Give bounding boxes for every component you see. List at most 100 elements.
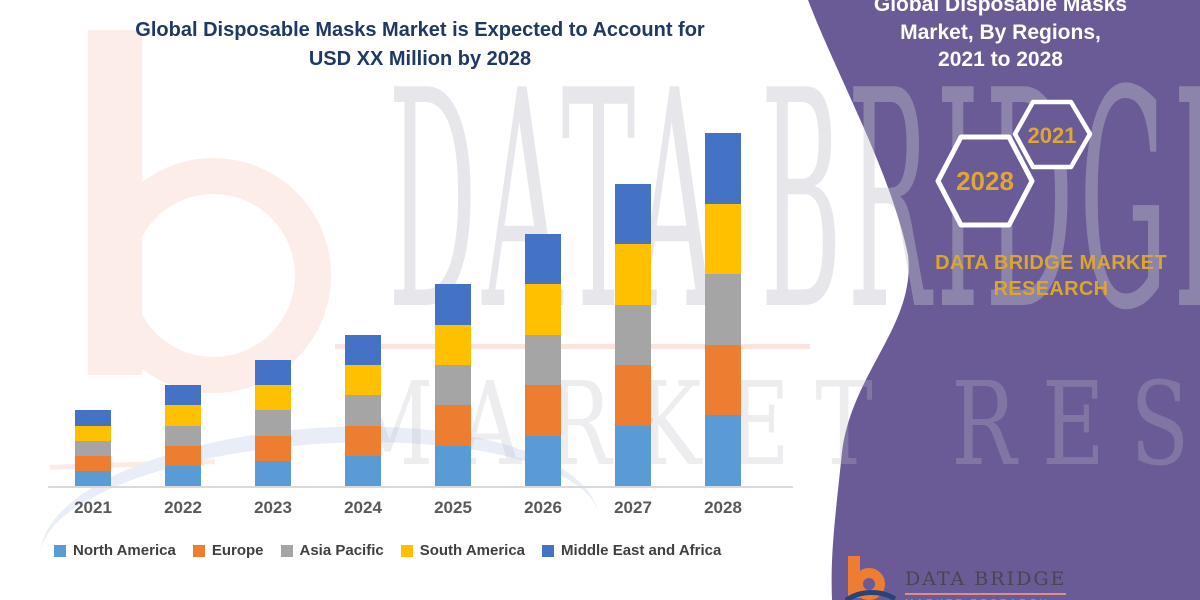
side-panel-heading-line1: Global Disposable Masks [873,0,1128,16]
bar-segment-asia-pacific [165,425,201,446]
bar-segment-north-america [435,445,471,486]
side-panel-shape [808,0,1200,600]
bar-segment-south-america [705,203,741,275]
bar-segment-south-america [75,425,111,441]
bar-segment-europe [165,445,201,466]
bar-segment-north-america [615,425,651,486]
bar-segment-south-america [345,365,381,396]
x-axis-label: 2023 [254,498,292,517]
footer-logo-name: DATA BRIDGE [905,568,1067,595]
bar-segment-europe [705,344,741,416]
legend-swatch [280,544,293,557]
bar-segment-europe [345,425,381,456]
legend-label: Middle East and Africa [561,542,722,559]
legend-label: Europe [211,542,264,559]
bar-segment-south-america [615,244,651,305]
hexagon-2021 [1012,99,1093,170]
hexagon-2028-label: 2028 [956,166,1014,196]
bar-segment-middle-east-and-africa [345,334,381,366]
bar-segment-south-america [525,284,561,335]
x-axis-label: 2027 [614,498,652,517]
legend-item-south-america: South America [400,542,526,559]
x-axis-label: 2024 [344,498,382,517]
legend-item-north-america: North America [54,542,176,559]
bar-segment-south-america [255,385,291,411]
watermark-underline [335,344,810,349]
x-axis-label: 2026 [524,498,562,517]
bar-column-2021 [48,106,138,486]
x-axis-label: 2022 [164,498,202,517]
bar-segment-north-america [525,435,561,486]
bar-segment-asia-pacific [75,440,111,456]
year-hexagons: 2028 2021 [935,99,1093,228]
bar-segment-north-america [75,470,111,486]
bar-segment-europe [615,365,651,426]
side-panel-heading: Global Disposable Masks Market, By Regio… [828,0,1173,74]
bar-segment-asia-pacific [255,410,291,436]
legend-swatch [54,544,66,557]
x-axis-label: 2025 [434,498,472,517]
dbmr-logo-icon [845,556,897,600]
bar-segment-south-america [435,324,471,366]
legend-item-middle-east-and-africa: Middle East and Africa [542,542,721,559]
bar-segment-europe [255,435,291,461]
bar-column-2023 [228,106,318,486]
bar-segment-europe [75,455,111,471]
bar-segment-middle-east-and-africa [705,133,741,204]
brand-text-line1: DATA BRIDGE MARKET [935,252,1167,274]
legend-item-asia-pacific: Asia Pacific [280,542,384,559]
legend-label: Asia Pacific [299,542,384,559]
bar-segment-north-america [705,415,741,486]
chart-legend: North America Europe Asia Pacific South Ame… [54,542,721,559]
x-axis-label: 2021 [74,498,112,517]
hexagon-2021-label: 2021 [1028,123,1077,148]
bar-segment-europe [525,385,561,436]
bar-segment-south-america [165,405,201,426]
bar-segment-middle-east-and-africa [255,360,291,386]
bar-column-2026 [498,106,588,486]
footer-logo-texts: DATA BRIDGE MARKET RESEARCH [905,568,1067,600]
brand-text-line2: RESEARCH [993,278,1109,300]
side-panel-heading-line2: Market, By Regions, [900,20,1101,44]
footer-logo: DATA BRIDGE MARKET RESEARCH [845,556,1067,600]
legend-label: North America [73,542,176,559]
stacked-bar-plot-area [48,106,768,486]
bar-segment-north-america [255,460,291,486]
bar-segment-middle-east-and-africa [615,183,651,245]
bar-segment-asia-pacific [345,395,381,426]
watermark-text-market-research: MARKET RESEARCH [345,358,1200,492]
footer-logo-sub: MARKET RESEARCH [905,598,1066,600]
bar-column-2024 [318,106,408,486]
x-axis-label: 2028 [704,498,742,517]
bar-segment-middle-east-and-africa [165,385,201,406]
bar-segment-asia-pacific [525,334,561,386]
x-axis-line [48,486,793,488]
bar-segment-north-america [345,455,381,486]
x-axis-labels: 2021 2022 2023 2024 2025 2026 2027 2028 [48,498,768,518]
legend-swatch [400,544,413,557]
legend-label: South America [419,542,526,559]
side-panel-heading-line3: 2021 to 2028 [938,48,1063,71]
bar-segment-north-america [165,465,201,486]
chart-title-line2: USD XX Million by 2028 [308,48,532,70]
bar-column-2025 [408,106,498,486]
bar-segment-asia-pacific [435,365,471,406]
hexagon-2028 [935,134,1035,228]
legend-swatch [542,544,555,557]
bar-segment-middle-east-and-africa [525,234,561,285]
bar-segment-asia-pacific [705,274,741,345]
bar-segment-middle-east-and-africa [75,410,111,426]
bar-column-2022 [138,106,228,486]
bar-segment-europe [435,405,471,446]
bar-column-2028 [678,106,768,486]
legend-swatch [192,544,205,557]
bar-segment-asia-pacific [615,304,651,366]
chart-title-line1: Global Disposable Masks Market is Expect… [135,19,705,41]
chart-title: Global Disposable Masks Market is Expect… [70,16,770,74]
bar-column-2027 [588,106,678,486]
brand-text: DATA BRIDGE MARKET RESEARCH [901,250,1200,302]
legend-item-europe: Europe [192,542,264,559]
bar-segment-middle-east-and-africa [435,284,471,325]
